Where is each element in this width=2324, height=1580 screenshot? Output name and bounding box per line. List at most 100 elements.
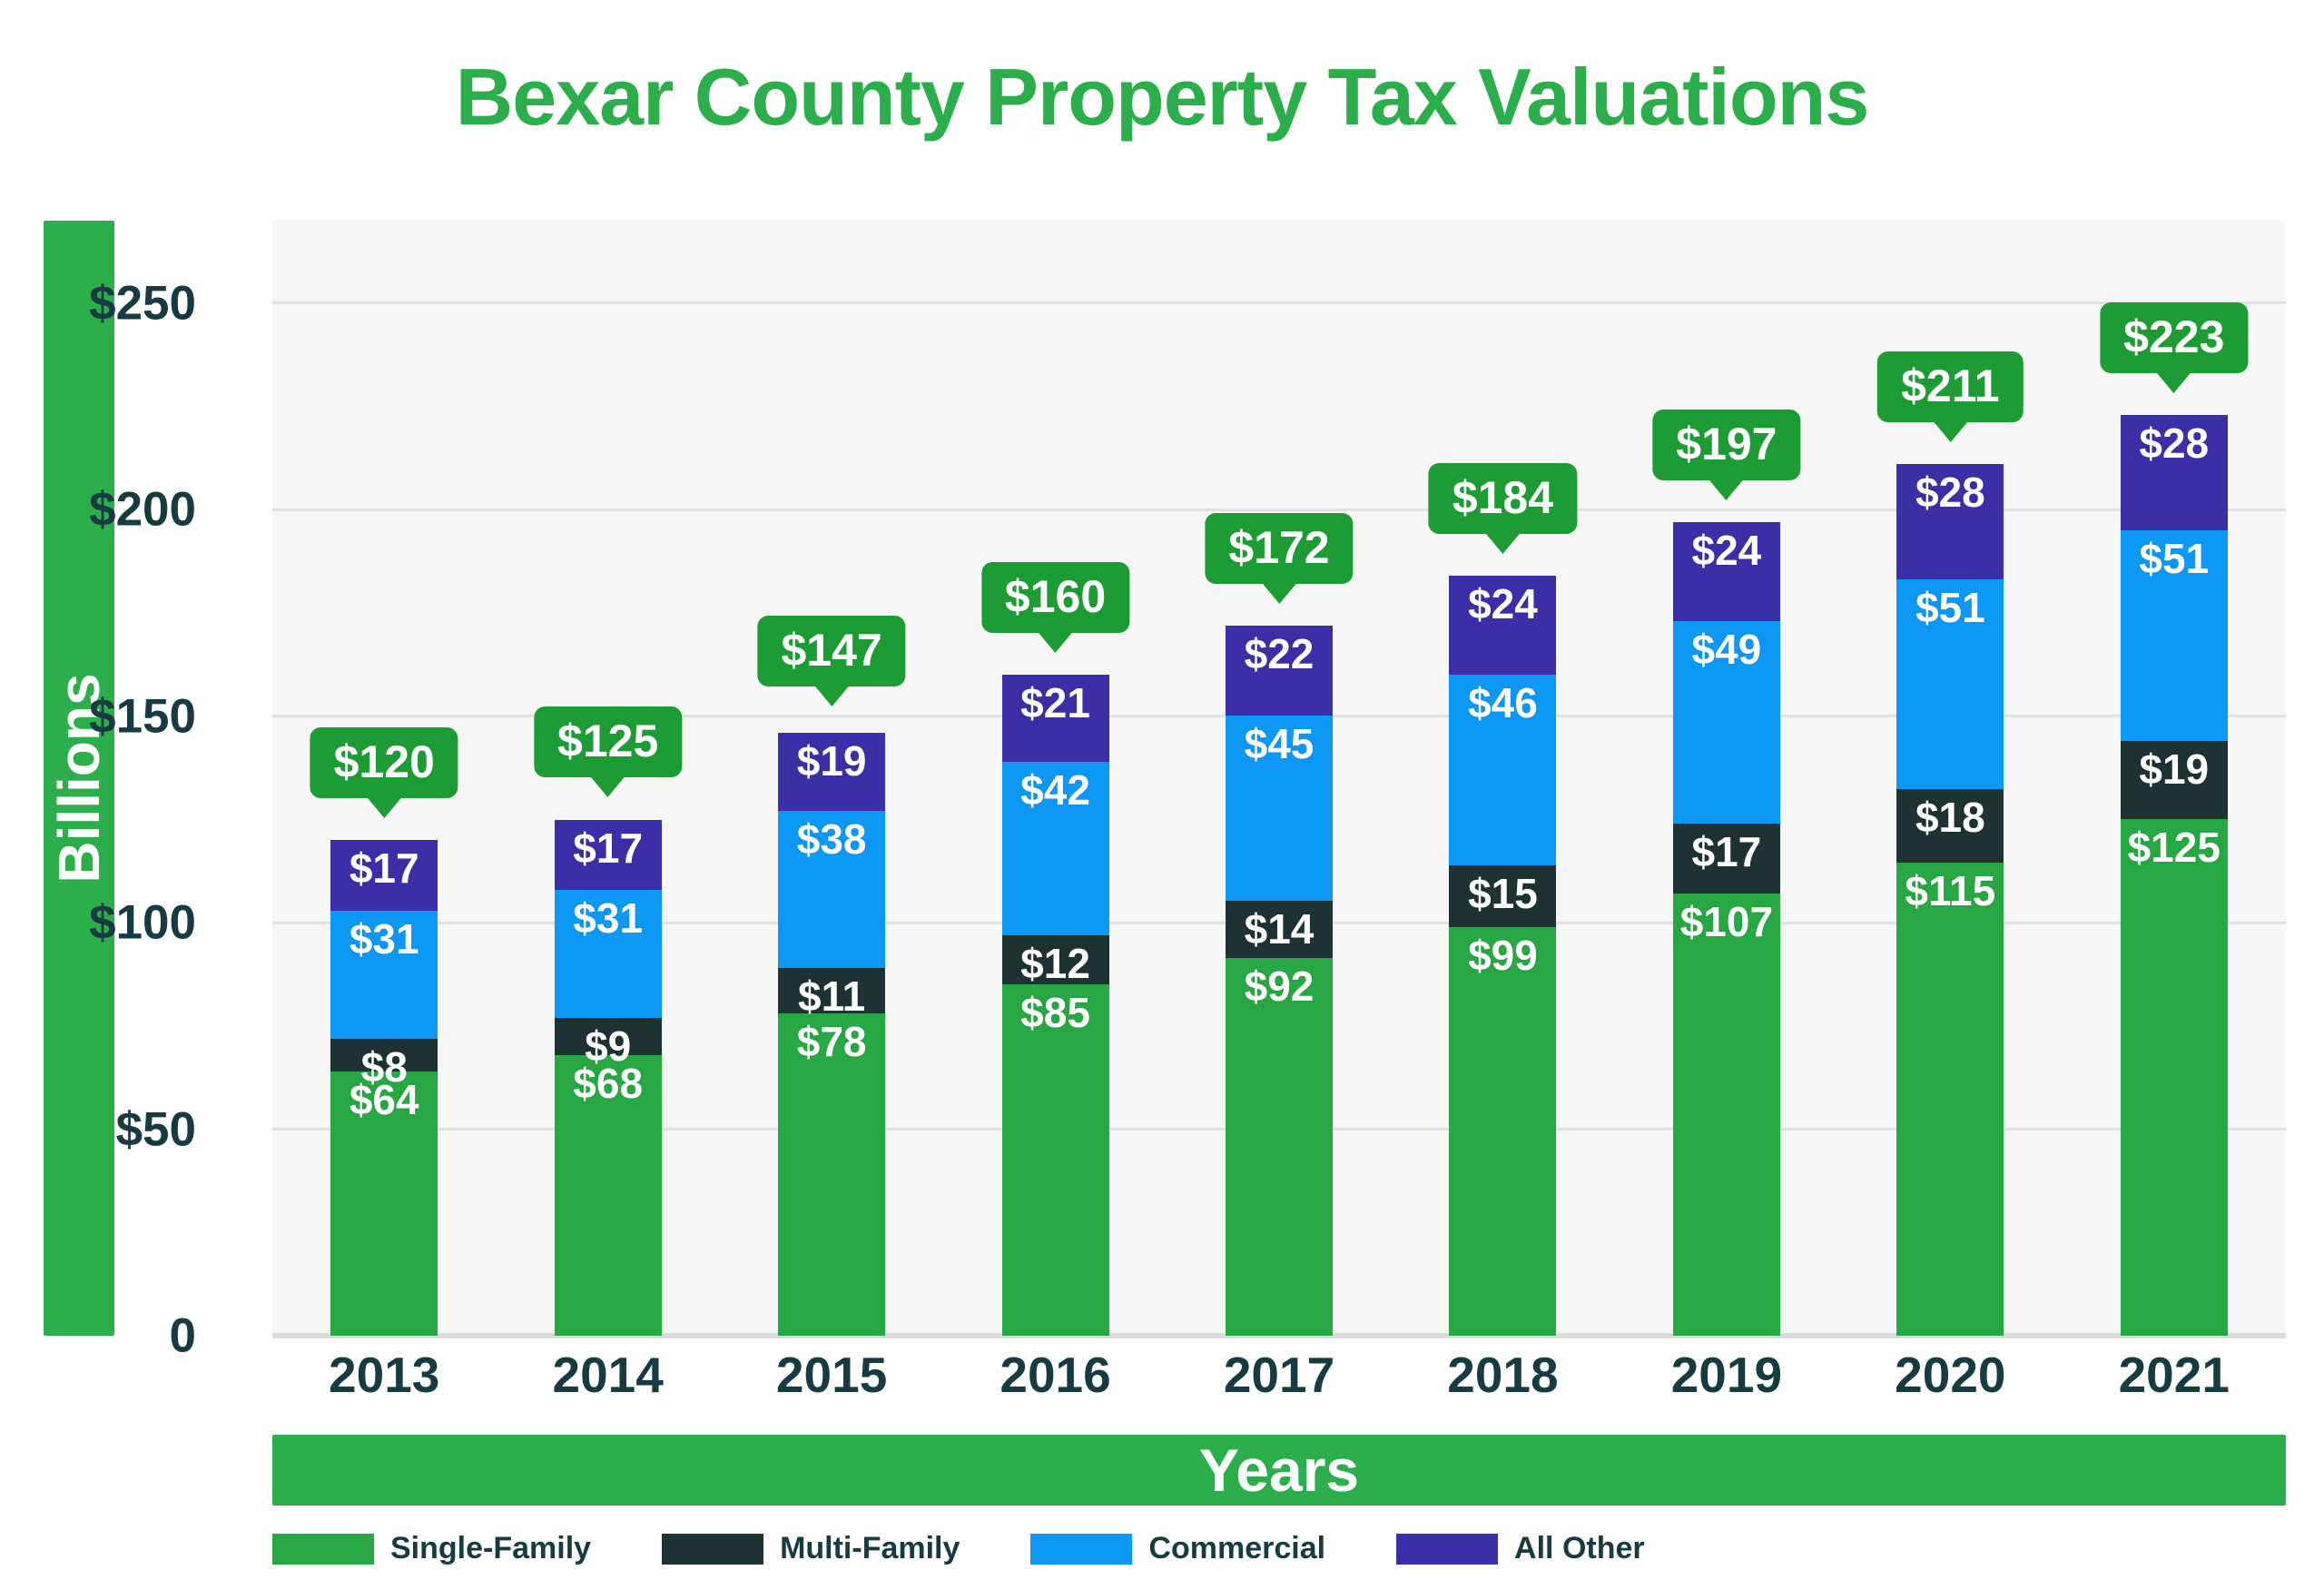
bar-segment-value: $28 (2139, 419, 2210, 467)
gridline (272, 301, 2286, 305)
bar-segment-value: $68 (573, 1059, 644, 1107)
bar-segment-all-other[interactable]: $17 (554, 819, 662, 890)
x-tick-label: 2017 (1223, 1347, 1335, 1403)
bar-segment-commercial[interactable]: $49 (1672, 621, 1780, 825)
bar-segment-commercial[interactable]: $38 (778, 811, 886, 969)
bar-segment-all-other[interactable]: $22 (1226, 625, 1333, 716)
total-callout: $160 (980, 562, 1130, 634)
page-title: Bexar County Property Tax Valuations (455, 52, 1870, 142)
bar-segment-value: $125 (2127, 824, 2221, 872)
bar-group[interactable]: $78 $11 $38 $19 $147 (757, 616, 906, 1336)
bar-segment-value: $19 (2139, 746, 2210, 794)
bar-segment-value: $21 (1020, 679, 1090, 727)
x-tick-label: 2019 (1670, 1347, 1783, 1403)
bar-segment-all-other[interactable]: $24 (1449, 576, 1557, 676)
total-callout-value: $120 (333, 736, 435, 788)
bar-segment-all-other[interactable]: $21 (1001, 675, 1109, 762)
bar-group[interactable]: $64 $8 $31 $17 $120 (310, 727, 458, 1336)
bar-segment-multi-family[interactable]: $14 (1226, 900, 1333, 958)
total-callout: $147 (757, 616, 906, 687)
bar-segment-value: $17 (573, 824, 644, 872)
bar-segment-single-family[interactable]: $68 (554, 1054, 662, 1336)
bar-group[interactable]: $99 $15 $46 $24 $184 (1428, 463, 1578, 1336)
y-tick-label: $50 (115, 1102, 196, 1157)
bar-segment-commercial[interactable]: $45 (1226, 716, 1333, 901)
total-callout-value: $160 (1004, 571, 1107, 623)
bar-group[interactable]: $125 $19 $51 $28 $223 (2100, 301, 2249, 1336)
gridline (272, 508, 2286, 511)
legend-swatch (1030, 1533, 1133, 1565)
bar-segment-all-other[interactable]: $28 (2120, 414, 2228, 531)
bar-segment-multi-family[interactable]: $15 (1449, 864, 1557, 927)
bar-segment-single-family[interactable]: $85 (1001, 984, 1109, 1336)
bar-segment-value: $15 (1468, 869, 1538, 917)
bar-group[interactable]: $115 $18 $51 $28 $211 (1877, 351, 2024, 1336)
bar-segment-commercial[interactable]: $31 (330, 910, 438, 1039)
total-callout-value: $184 (1452, 472, 1554, 524)
bar-segment-single-family[interactable]: $107 (1672, 894, 1780, 1336)
bar-segment-multi-family[interactable]: $17 (1672, 824, 1780, 894)
bar-segment-single-family[interactable]: $64 (330, 1071, 438, 1336)
bar-segment-all-other[interactable]: $17 (330, 840, 438, 911)
bar-segment-all-other[interactable]: $19 (778, 733, 886, 812)
bar-segment-value: $42 (1020, 765, 1090, 814)
legend-item[interactable]: Multi-Family (662, 1531, 960, 1566)
legend-item[interactable]: Commercial (1030, 1531, 1325, 1566)
legend: Single-Family Multi-Family Commercial All O… (272, 1531, 1716, 1566)
bar-segment-multi-family[interactable]: $18 (1896, 788, 2004, 864)
bar-segment-value: $14 (1244, 904, 1315, 953)
bar-segment-multi-family[interactable]: $12 (1001, 934, 1109, 985)
bar-segment-commercial[interactable]: $51 (1896, 579, 2004, 789)
total-callout: $172 (1205, 512, 1354, 584)
total-callout-value: $125 (557, 716, 659, 767)
bar-segment-value: $31 (573, 894, 644, 942)
plot-area: $64 $8 $31 $17 $120 $68 $9 $31 $17 $125 $78 $11 $38 $… (272, 221, 2286, 1338)
bar-group[interactable]: $68 $9 $31 $17 $125 (534, 706, 683, 1336)
bar-segment-single-family[interactable]: $92 (1226, 957, 1333, 1336)
total-callout-value: $147 (781, 625, 882, 676)
x-tick-label: 2020 (1895, 1347, 2006, 1403)
bar-segment-single-family[interactable]: $115 (1896, 863, 2004, 1336)
bar-segment-commercial[interactable]: $42 (1001, 761, 1109, 935)
bar-group[interactable]: $92 $14 $45 $22 $172 (1205, 512, 1354, 1336)
bar-segment-all-other[interactable]: $28 (1896, 464, 2004, 580)
bar-segment-value: $115 (1905, 867, 1996, 915)
legend-label: All Other (1514, 1531, 1645, 1565)
bar-segment-commercial[interactable]: $31 (554, 889, 662, 1018)
bar-segment-value: $92 (1244, 962, 1315, 1010)
total-callout: $223 (2100, 301, 2249, 373)
bar-segment-single-family[interactable]: $99 (1449, 926, 1557, 1336)
x-tick-label: 2013 (329, 1347, 440, 1403)
bar-group[interactable]: $85 $12 $42 $21 $160 (980, 562, 1130, 1336)
bar-segment-value: $24 (1691, 527, 1762, 575)
bar-segment-multi-family[interactable]: $11 (778, 968, 886, 1017)
legend-item[interactable]: Single-Family (272, 1531, 591, 1566)
bar-segment-value: $18 (1915, 793, 1985, 841)
bar-segment-value: $51 (2139, 535, 2210, 583)
bar-segment-value: $17 (1691, 828, 1762, 876)
bar-segment-multi-family[interactable]: $19 (2120, 741, 2228, 820)
bar-segment-commercial[interactable]: $46 (1449, 675, 1557, 865)
x-axis-banner: Years (272, 1435, 2286, 1506)
bar-segment-value: $24 (1468, 580, 1538, 628)
x-tick-label: 2015 (775, 1347, 888, 1403)
bar-group[interactable]: $107 $17 $49 $24 $197 (1652, 410, 1801, 1336)
bar-segment-value: $38 (796, 815, 867, 864)
legend-item[interactable]: All Other (1396, 1531, 1645, 1566)
total-callout: $120 (310, 727, 458, 799)
bar-segment-value: $51 (1915, 584, 1985, 632)
total-callout-value: $211 (1901, 360, 2000, 412)
bar-series-layer: $64 $8 $31 $17 $120 $68 $9 $31 $17 $125 $78 $11 $38 $… (272, 221, 2286, 1336)
bar-segment-single-family[interactable]: $125 (2120, 819, 2228, 1336)
legend-swatch (1396, 1533, 1499, 1565)
total-callout-value: $172 (1228, 521, 1330, 573)
bar-segment-multi-family[interactable]: $9 (554, 1017, 662, 1067)
bar-segment-multi-family[interactable]: $8 (330, 1038, 438, 1088)
total-callout: $197 (1652, 410, 1801, 481)
bar-segment-commercial[interactable]: $51 (2120, 530, 2228, 742)
bar-segment-all-other[interactable]: $24 (1672, 522, 1780, 622)
bar-segment-single-family[interactable]: $78 (778, 1013, 886, 1336)
bar-segment-value: $17 (349, 844, 419, 893)
total-callout-value: $197 (1676, 419, 1777, 470)
legend-label: Commercial (1148, 1531, 1326, 1565)
